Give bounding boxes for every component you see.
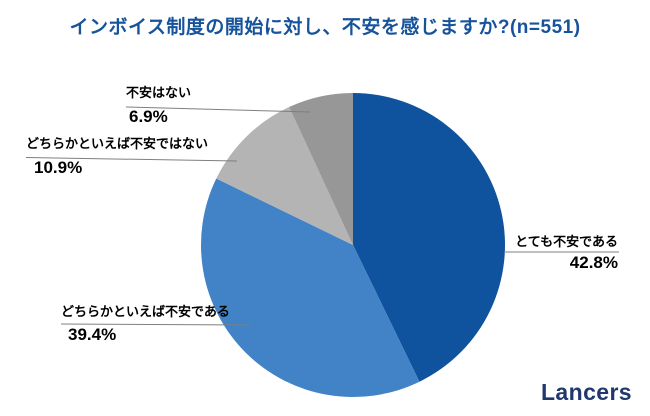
pie-slice-1 xyxy=(201,178,420,397)
callout-value-not-anxious: 6.9% xyxy=(129,107,168,126)
pie-slice-2 xyxy=(216,107,353,245)
callout-value-very-anxious: 42.8% xyxy=(569,253,618,272)
callout-label-somewhat-not-anxious: どちらかといえば不安ではない xyxy=(26,136,209,151)
leader-line-somewhat-anxious xyxy=(60,323,251,326)
leader-line-somewhat-not-anxious xyxy=(25,157,238,162)
leader-line-not-anxious xyxy=(125,106,311,113)
callout-value-somewhat-anxious: 39.4% xyxy=(68,325,117,344)
pie-slice-3 xyxy=(289,93,353,245)
callout-label-somewhat-anxious: どちらかといえば不安である xyxy=(61,304,230,319)
callout-label-very-anxious: とても不安である xyxy=(515,234,618,249)
chart-title: インボイス制度の開始に対し、不安を感じますか?(n=551) xyxy=(69,17,581,38)
pie-slices-group xyxy=(201,93,505,397)
pie-slice-0 xyxy=(353,93,505,382)
callout-label-not-anxious: 不安はない xyxy=(126,85,192,100)
callout-value-somewhat-not-anxious: 10.9% xyxy=(34,158,83,177)
lancers-logo: Lancers xyxy=(540,379,632,405)
